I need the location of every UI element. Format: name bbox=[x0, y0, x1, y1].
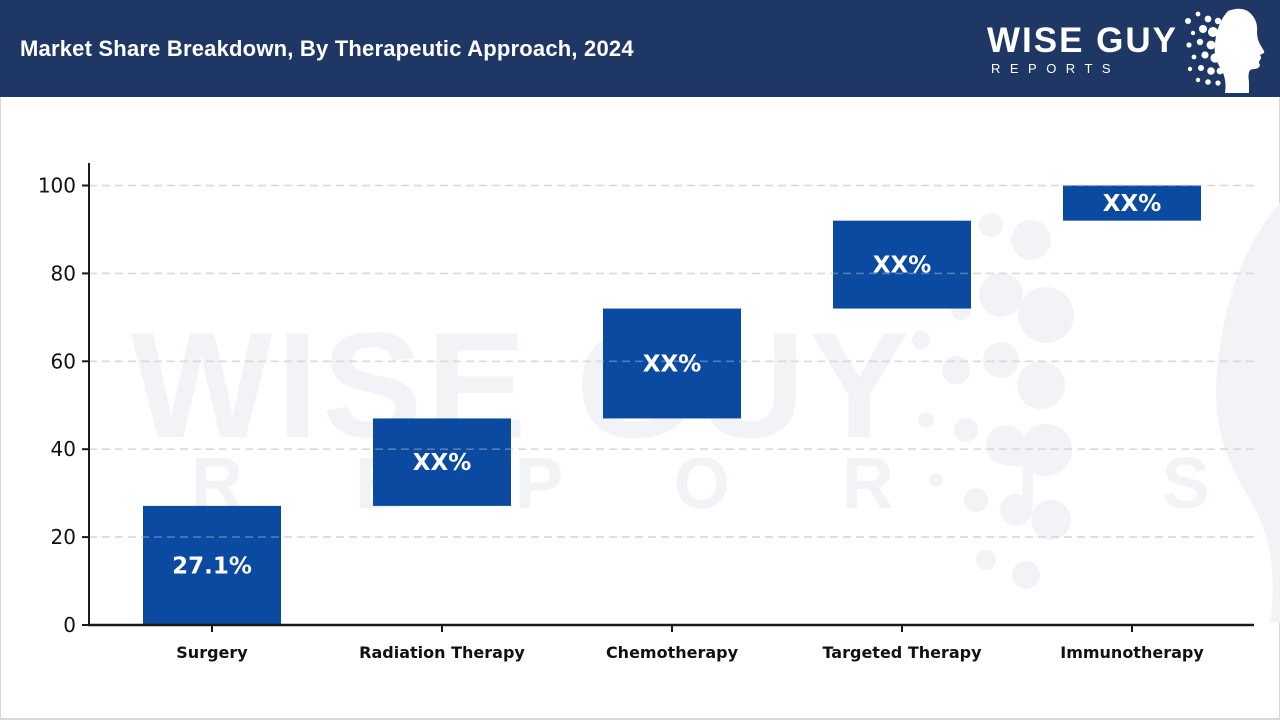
axes: 0 20 40 60 80 100 Surgery Radiation Therapy Chem… bbox=[38, 163, 1254, 662]
bars: 27.1% XX% XX% XX% XX% bbox=[143, 185, 1201, 625]
watermark-dot bbox=[954, 418, 978, 442]
watermark-dot bbox=[1031, 500, 1071, 540]
x-tick-label: Targeted Therapy bbox=[822, 643, 982, 662]
watermark-wordmark: WISE GUY bbox=[131, 301, 913, 469]
y-tick-label: 80 bbox=[51, 261, 76, 285]
watermark-dot bbox=[979, 213, 1003, 237]
watermark-reports: R E P O R T S bbox=[191, 444, 1256, 524]
watermark-dot bbox=[918, 412, 934, 428]
bar-surgery bbox=[143, 505, 281, 625]
bar-value-label: XX% bbox=[643, 351, 702, 377]
bar-value-label: XX% bbox=[1103, 191, 1162, 217]
logo-wordmark: WISE GUY REPORTS bbox=[987, 23, 1178, 75]
watermark-dot bbox=[942, 356, 970, 384]
x-tick-label: Chemotherapy bbox=[606, 643, 739, 662]
watermark-dot bbox=[964, 488, 988, 512]
watermark-dot bbox=[979, 273, 1023, 317]
wiseguy-logo: WISE GUY REPORTS bbox=[987, 5, 1266, 93]
logo-wordmark-main: WISE GUY bbox=[986, 20, 1178, 60]
y-tick-label: 0 bbox=[63, 613, 76, 637]
bar-radiation-therapy bbox=[373, 418, 511, 506]
watermark-dot bbox=[1011, 220, 1051, 260]
y-tick-label: 20 bbox=[51, 525, 76, 549]
x-tick-label: Surgery bbox=[176, 643, 248, 662]
watermark-dot bbox=[912, 331, 930, 349]
bar-immunotherapy bbox=[1063, 185, 1201, 221]
watermark-face bbox=[1215, 202, 1280, 623]
chart-title: Market Share Breakdown, By Therapeutic A… bbox=[20, 35, 634, 61]
watermark-dot bbox=[1017, 361, 1065, 409]
y-tick-label: 60 bbox=[51, 349, 76, 373]
x-tick-label: Immunotherapy bbox=[1060, 643, 1204, 662]
bar-value-label: XX% bbox=[873, 253, 932, 279]
header-bar: Market Share Breakdown, By Therapeutic A… bbox=[0, 0, 1280, 97]
watermark-dot bbox=[929, 473, 943, 487]
bar-chemotherapy bbox=[603, 308, 741, 419]
watermark-dot bbox=[986, 425, 1026, 465]
watermark-dot bbox=[1018, 287, 1074, 343]
watermark-dot bbox=[1000, 494, 1032, 526]
bar-targeted-therapy bbox=[833, 220, 971, 309]
y-tick-label: 40 bbox=[51, 437, 76, 461]
watermark-dot bbox=[983, 342, 1019, 378]
bar-value-label: XX% bbox=[413, 450, 472, 476]
logo-face-icon bbox=[1185, 8, 1265, 93]
watermark-dot bbox=[976, 550, 996, 570]
logo-wordmark-sub: REPORTS bbox=[990, 60, 1121, 76]
y-tick-label: 100 bbox=[38, 174, 76, 198]
bar-value-label: 27.1% bbox=[172, 553, 252, 579]
watermark-dot bbox=[1012, 561, 1040, 589]
chart-area: WISE GUY R E P O R T S 27.1% XX% XX% XX% XX% 0 2… bbox=[0, 97, 1280, 720]
x-tick-label: Radiation Therapy bbox=[359, 643, 525, 662]
